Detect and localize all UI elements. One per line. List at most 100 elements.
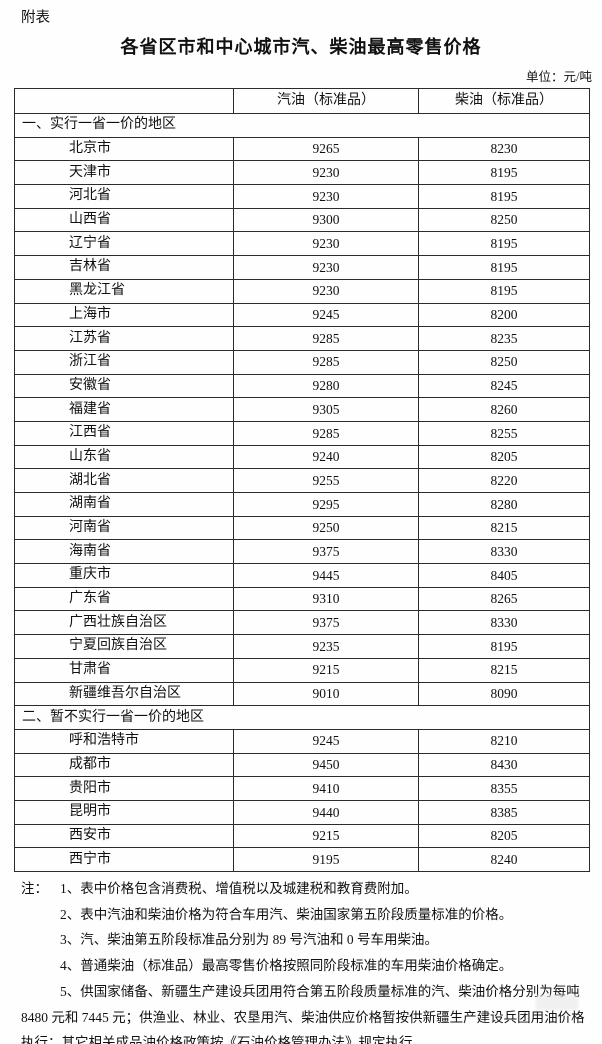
region-cell: 上海市	[14, 302, 234, 328]
diesel-price-cell: 8215	[418, 515, 590, 541]
table-row: 湖南省 9295 8280	[14, 492, 590, 517]
diesel-price-cell: 8205	[418, 823, 590, 849]
gasoline-price-cell: 9280	[233, 373, 419, 399]
region-cell: 西安市	[14, 823, 234, 849]
table-row: 上海市 9245 8200	[14, 302, 590, 328]
region-cell: 江苏省	[14, 326, 234, 351]
region-cell: 浙江省	[14, 349, 234, 375]
gasoline-price-cell: 9375	[233, 539, 419, 565]
table-row: 山西省 9300 8250	[14, 207, 590, 233]
section-header-cell: 一、实行一省一价的地区	[14, 113, 590, 138]
diesel-price-cell: 8220	[418, 468, 590, 493]
diesel-price-cell: 8195	[418, 231, 590, 257]
region-cell: 北京市	[14, 136, 234, 162]
table-row: 宁夏回族自治区 9235 8195	[14, 634, 590, 659]
table-header-row: 汽油（标准品） 柴油（标准品）	[14, 88, 590, 114]
table-row: 湖北省 9255 8220	[14, 468, 590, 493]
region-cell: 河南省	[14, 515, 234, 541]
gasoline-price-cell: 9215	[233, 823, 419, 849]
note-line: 5、供国家储备、新疆生产建设兵团用符合第五阶段质量标准的汽、柴油价格分别为每吨 …	[21, 979, 589, 1044]
region-cell: 西宁市	[14, 847, 234, 872]
section-header-row: 一、实行一省一价的地区	[14, 113, 590, 138]
table-row: 安徽省 9280 8245	[14, 373, 590, 399]
diesel-price-cell: 8195	[418, 278, 590, 304]
diesel-price-cell: 8230	[418, 136, 590, 162]
note-item: 3、汽、柴油第五阶段标准品分别为 89 号汽油和 0 号车用柴油。	[60, 932, 438, 948]
region-cell: 辽宁省	[14, 231, 234, 257]
table-row: 辽宁省 9230 8195	[14, 231, 590, 257]
table-row: 昆明市 9440 8385	[14, 799, 590, 825]
diesel-price-cell: 8250	[418, 207, 590, 233]
table-row: 浙江省 9285 8250	[14, 349, 590, 375]
table-row: 贵阳市 9410 8355	[14, 776, 590, 801]
table-row: 海南省 9375 8330	[14, 539, 590, 565]
section-header-cell: 二、暂不实行一省一价的地区	[14, 705, 590, 730]
note-line: 4、普通柴油（标准品）最高零售价格按照同阶段标准的车用柴油价格确定。	[21, 953, 589, 979]
diesel-price-cell: 8265	[418, 586, 590, 612]
diesel-price-cell: 8250	[418, 349, 590, 375]
region-cell: 成都市	[14, 752, 234, 778]
region-cell: 新疆维吾尔自治区	[14, 681, 234, 707]
gasoline-price-cell: 9300	[233, 207, 419, 233]
region-cell: 宁夏回族自治区	[14, 634, 234, 659]
table-row: 河北省 9230 8195	[14, 184, 590, 209]
diesel-price-cell: 8200	[418, 302, 590, 328]
diesel-price-cell: 8245	[418, 373, 590, 399]
region-cell: 昆明市	[14, 799, 234, 825]
diesel-price-cell: 8205	[418, 444, 590, 470]
region-cell: 山东省	[14, 444, 234, 470]
table-row: 甘肃省 9215 8215	[14, 657, 590, 683]
gasoline-price-cell: 9295	[233, 492, 419, 517]
table-row: 河南省 9250 8215	[14, 515, 590, 541]
region-cell: 吉林省	[14, 255, 234, 280]
note-item: 5、供国家储备、新疆生产建设兵团用符合第五阶段质量标准的汽、柴油价格分别为每吨 …	[21, 983, 585, 1044]
diesel-price-cell: 8240	[418, 847, 590, 872]
gasoline-price-cell: 9010	[233, 681, 419, 707]
gasoline-price-cell: 9310	[233, 586, 419, 612]
diesel-price-cell: 8215	[418, 657, 590, 683]
region-cell: 重庆市	[14, 563, 234, 588]
gasoline-price-cell: 9450	[233, 752, 419, 778]
region-cell: 湖北省	[14, 468, 234, 493]
table-row: 重庆市 9445 8405	[14, 563, 590, 588]
price-table: 汽油（标准品） 柴油（标准品） 一、实行一省一价的地区 北京市 9265 8230 天津…	[14, 88, 590, 872]
region-cell: 贵阳市	[14, 776, 234, 801]
region-cell: 海南省	[14, 539, 234, 565]
diesel-column-header: 柴油（标准品）	[418, 88, 590, 114]
table-row: 广东省 9310 8265	[14, 586, 590, 612]
diesel-price-cell: 8195	[418, 184, 590, 209]
diesel-price-cell: 8195	[418, 160, 590, 186]
table-row: 江西省 9285 8255	[14, 420, 590, 446]
diesel-price-cell: 8355	[418, 776, 590, 801]
gasoline-price-cell: 9235	[233, 634, 419, 659]
gasoline-price-cell: 9230	[233, 160, 419, 186]
diesel-price-cell: 8210	[418, 728, 590, 754]
gasoline-price-cell: 9410	[233, 776, 419, 801]
gasoline-price-cell: 9245	[233, 728, 419, 754]
diesel-price-cell: 8330	[418, 610, 590, 636]
table-row: 福建省 9305 8260	[14, 397, 590, 422]
note-line: 2、表中汽油和柴油价格为符合车用汽、柴油国家第五阶段质量标准的价格。	[21, 902, 589, 928]
gasoline-price-cell: 9240	[233, 444, 419, 470]
price-table-body: 一、实行一省一价的地区 北京市 9265 8230 天津市 9230 8195 河北省 9230…	[14, 113, 590, 872]
diesel-price-cell: 8260	[418, 397, 590, 422]
note-item: 2、表中汽油和柴油价格为符合车用汽、柴油国家第五阶段质量标准的价格。	[60, 906, 513, 922]
note-line: 注： 1、表中价格包含消费税、增值税以及城建税和教育费附加。	[21, 876, 589, 902]
region-cell: 山西省	[14, 207, 234, 233]
page-title: 各省区市和中心城市汽、柴油最高零售价格	[120, 37, 482, 57]
region-cell: 广西壮族自治区	[14, 610, 234, 636]
gasoline-price-cell: 9305	[233, 397, 419, 422]
gasoline-price-cell: 9445	[233, 563, 419, 588]
table-row: 吉林省 9230 8195	[14, 255, 590, 280]
diesel-price-cell: 8385	[418, 799, 590, 825]
gasoline-price-cell: 9230	[233, 255, 419, 280]
table-row: 北京市 9265 8230	[14, 136, 590, 162]
table-row: 江苏省 9285 8235	[14, 326, 590, 351]
region-cell: 安徽省	[14, 373, 234, 399]
gasoline-price-cell: 9440	[233, 799, 419, 825]
region-cell: 河北省	[14, 184, 234, 209]
region-cell: 湖南省	[14, 492, 234, 517]
gasoline-price-cell: 9285	[233, 326, 419, 351]
gasoline-column-header: 汽油（标准品）	[233, 88, 419, 114]
